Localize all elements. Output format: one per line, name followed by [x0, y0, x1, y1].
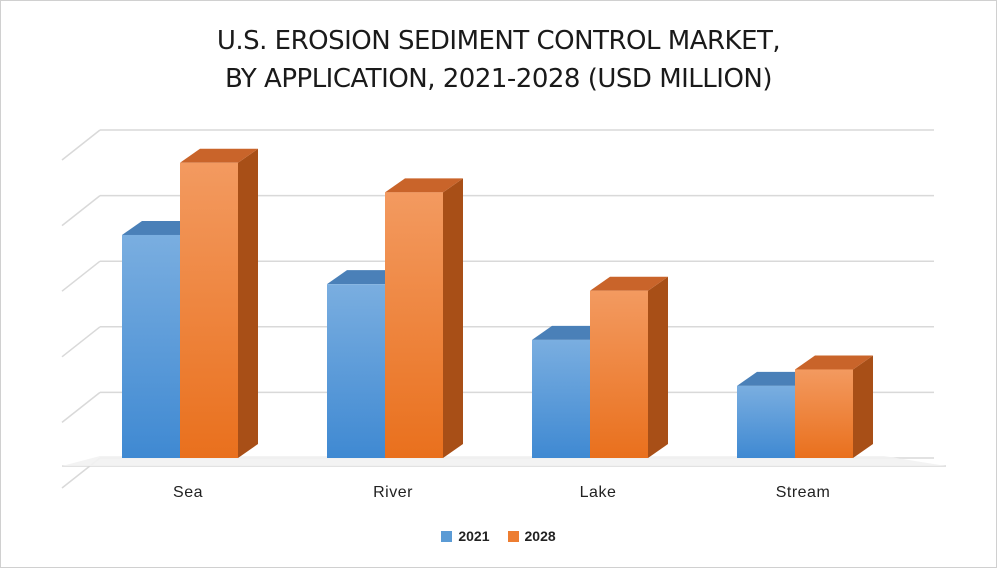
- bar-lake-2028: [590, 290, 648, 458]
- bar-top-lake-2028: [590, 276, 668, 291]
- legend-swatch-2021: [441, 530, 453, 542]
- chart-title-line-1: U.S. EROSION SEDIMENT CONTROL MARKET,: [216, 26, 781, 56]
- chart-title: U.S. EROSION SEDIMENT CONTROL MARKET, BY…: [0, 22, 997, 98]
- bar-stream-2028: [795, 369, 853, 458]
- category-label-river: River: [373, 484, 413, 501]
- legend-label-2028: 2028: [524, 528, 556, 544]
- bar-top-river-2028: [385, 178, 463, 193]
- bar-side-river-2028: [443, 178, 463, 458]
- gridline-depth: [61, 195, 101, 227]
- bar-river-2021: [327, 284, 385, 458]
- bar-lake-2021: [532, 339, 590, 458]
- bar-top-stream-2028: [795, 355, 873, 370]
- category-label-stream: Stream: [776, 484, 831, 501]
- chart-floor: [62, 456, 946, 466]
- legend-swatch-2028: [507, 530, 519, 542]
- legend: 2021 2028: [0, 528, 997, 544]
- bar-side-stream-2028: [853, 355, 873, 458]
- legend-item-2021: 2021: [441, 528, 490, 544]
- chart-title-line-2: BY APPLICATION, 2021-2028 (USD MILLION): [224, 64, 773, 94]
- bar-top-sea-2028: [180, 148, 258, 163]
- bar-side-lake-2028: [648, 276, 668, 458]
- category-label-lake: Lake: [580, 484, 617, 501]
- gridline-depth: [61, 260, 101, 292]
- bar-stream-2021: [737, 385, 795, 458]
- legend-label-2021: 2021: [458, 528, 490, 544]
- bar-sea-2028: [180, 162, 238, 459]
- legend-item-2028: 2028: [507, 528, 556, 544]
- gridline-depth: [61, 391, 101, 423]
- bar-river-2028: [385, 192, 443, 458]
- bar-sea-2021: [122, 234, 180, 458]
- category-label-sea: Sea: [173, 484, 203, 501]
- bar-side-sea-2028: [238, 148, 258, 459]
- gridline-depth: [61, 326, 101, 358]
- gridline-depth: [61, 129, 101, 161]
